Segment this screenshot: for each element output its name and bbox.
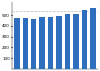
Bar	[65, 14, 70, 69]
Bar	[48, 17, 53, 69]
Bar	[22, 18, 28, 69]
Bar	[73, 14, 79, 69]
Bar	[82, 11, 87, 69]
Bar	[56, 16, 62, 69]
Bar	[14, 18, 20, 69]
Bar	[90, 8, 96, 69]
Bar	[39, 17, 45, 69]
Bar	[31, 19, 36, 69]
